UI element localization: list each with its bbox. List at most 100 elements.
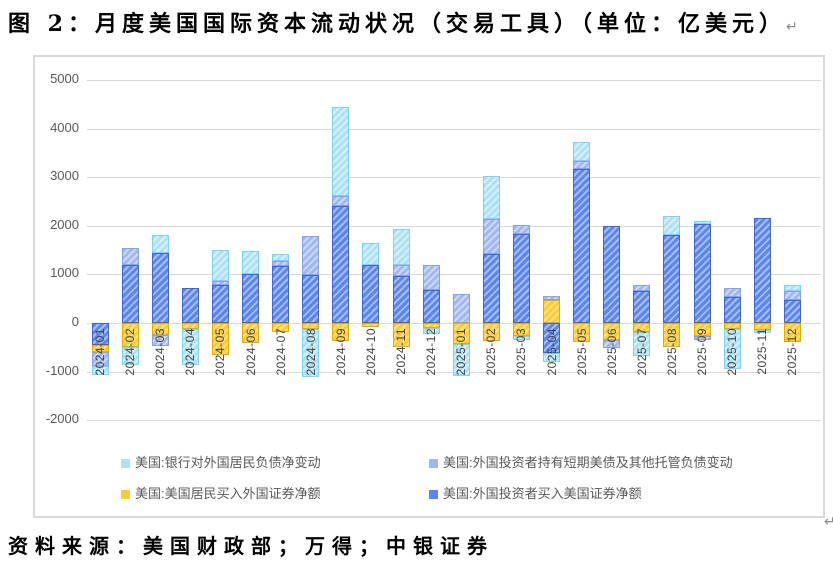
bar-segment bbox=[91, 352, 109, 367]
bar-segment bbox=[151, 335, 169, 347]
bar-segment bbox=[512, 323, 530, 337]
bar-segment bbox=[633, 290, 651, 323]
bar-segment bbox=[633, 323, 651, 332]
chart-title: 图 2：月度美国国际资本流动状况（交易工具）（单位：亿美元）↵ bbox=[8, 6, 828, 38]
bar-segment bbox=[302, 236, 320, 276]
x-axis-tick-label: 2025-01 bbox=[454, 328, 469, 376]
x-axis-tick-label: 2024-12 bbox=[424, 328, 439, 376]
bar-segment bbox=[723, 328, 741, 369]
bar-segment bbox=[452, 343, 470, 377]
bar-segment bbox=[272, 323, 290, 332]
bar-segment bbox=[482, 218, 500, 254]
gridline bbox=[87, 420, 821, 422]
bar-segment bbox=[452, 294, 470, 323]
bar-segment bbox=[512, 336, 530, 340]
bar-segment bbox=[91, 345, 109, 353]
bar-segment bbox=[121, 323, 139, 347]
y-axis-tick-label: -2000 bbox=[45, 411, 79, 427]
bar-segment bbox=[573, 142, 591, 162]
bar-segment bbox=[392, 229, 410, 265]
bar-segment bbox=[512, 225, 530, 235]
x-axis-tick-label: 2024-02 bbox=[123, 328, 138, 376]
bar-segment bbox=[181, 323, 199, 329]
bar-segment bbox=[603, 339, 621, 348]
legend-item: 美国:外国投资者买入美国证券净额 bbox=[429, 483, 642, 501]
bar-segment bbox=[211, 280, 229, 285]
x-axis-tick-label: 2025-12 bbox=[785, 328, 800, 376]
y-axis-tick-label: 4000 bbox=[50, 119, 79, 135]
bar-segment bbox=[482, 253, 500, 323]
bar-segment bbox=[302, 329, 320, 378]
bar-segment bbox=[482, 323, 500, 341]
bar-segment bbox=[633, 284, 651, 291]
bar-segment bbox=[332, 196, 350, 206]
y-axis-tick-label: 2000 bbox=[50, 216, 79, 232]
legend-item: 美国:银行对外国居民负债净变动 bbox=[121, 452, 321, 470]
bar-segment bbox=[783, 323, 801, 343]
y-axis-tick-label: -1000 bbox=[45, 362, 79, 378]
y-axis-tick-label: 3000 bbox=[50, 168, 79, 184]
legend-label: 美国:美国居民买入外国证券净额 bbox=[135, 486, 321, 501]
bar-segment bbox=[91, 323, 109, 346]
bar-segment bbox=[753, 329, 771, 334]
y-axis-tick-label: 1000 bbox=[50, 265, 79, 281]
y-axis-tick-label: 5000 bbox=[50, 71, 79, 86]
bar-segment bbox=[603, 225, 621, 323]
y-axis-tick-label: 0 bbox=[71, 314, 79, 329]
x-axis-tick-label: 2024-07 bbox=[273, 328, 288, 376]
legend-swatch-cyan bbox=[121, 459, 130, 468]
legend-swatch-yellow bbox=[121, 490, 130, 499]
paragraph-mark-icon: ↵ bbox=[785, 19, 798, 35]
bar-segment bbox=[151, 253, 169, 323]
legend-label: 美国:外国投资者买入美国证券净额 bbox=[443, 486, 642, 501]
legend-label: 美国:银行对外国居民负债净变动 bbox=[135, 455, 321, 470]
bar-segment bbox=[543, 300, 560, 323]
legend-label: 美国:外国投资者持有短期美债及其他托管负债变动 bbox=[443, 455, 733, 470]
bar-segment bbox=[211, 249, 229, 281]
bar-segment bbox=[783, 299, 801, 323]
x-axis-tick-label: 2025-03 bbox=[514, 328, 529, 376]
gridline bbox=[87, 225, 821, 227]
bar-segment bbox=[723, 323, 741, 329]
bar-segment bbox=[723, 297, 741, 323]
bar-segment bbox=[663, 216, 681, 236]
bar-segment bbox=[242, 274, 259, 323]
bar-segment bbox=[573, 161, 591, 170]
bar-segment bbox=[151, 323, 169, 336]
bar-segment bbox=[211, 323, 229, 355]
bar-segment bbox=[693, 323, 711, 337]
bar-segment bbox=[783, 284, 801, 291]
bar-segment bbox=[242, 250, 259, 275]
bar-segment bbox=[302, 323, 320, 330]
bar-segment bbox=[543, 295, 560, 301]
legend-item: 美国:美国居民买入外国证券净额 bbox=[121, 483, 321, 501]
legend-swatch-periwinkle bbox=[429, 459, 438, 468]
bar-segment bbox=[272, 261, 290, 266]
x-axis-tick-label: 2025-10 bbox=[725, 328, 740, 376]
bar-segment bbox=[181, 288, 199, 323]
gridline bbox=[87, 80, 821, 81]
bar-segment bbox=[512, 234, 530, 323]
x-axis-tick-label: 2025-07 bbox=[634, 328, 649, 376]
gridline bbox=[87, 128, 821, 130]
bar-segment bbox=[543, 353, 560, 363]
legend-swatch-blue bbox=[429, 490, 438, 499]
bar-segment bbox=[242, 323, 259, 343]
x-axis-tick-label: 2025-04 bbox=[544, 328, 559, 376]
x-axis-tick-label: 2024-08 bbox=[303, 328, 318, 376]
paragraph-mark-icon: ↵ bbox=[824, 514, 833, 530]
bar-segment bbox=[272, 265, 290, 323]
bar-segment bbox=[91, 366, 109, 375]
bar-segment bbox=[121, 346, 139, 366]
x-axis-tick-label: 2025-09 bbox=[695, 328, 709, 376]
bar-segment bbox=[121, 265, 139, 323]
x-axis-tick-label: 2024-05 bbox=[213, 328, 228, 376]
bar-segment bbox=[422, 323, 440, 329]
x-axis-tick-label: 2024-03 bbox=[153, 328, 168, 376]
source-note: 资料来源：美国财政部；万得；中银证券 bbox=[8, 534, 494, 558]
x-axis-tick-label: 2024-04 bbox=[183, 328, 198, 376]
bar-segment bbox=[272, 253, 290, 262]
bar-segment bbox=[482, 175, 500, 219]
x-axis-tick-label: 2024-11 bbox=[394, 328, 408, 375]
x-axis-tick-label: 2024-09 bbox=[333, 328, 348, 376]
